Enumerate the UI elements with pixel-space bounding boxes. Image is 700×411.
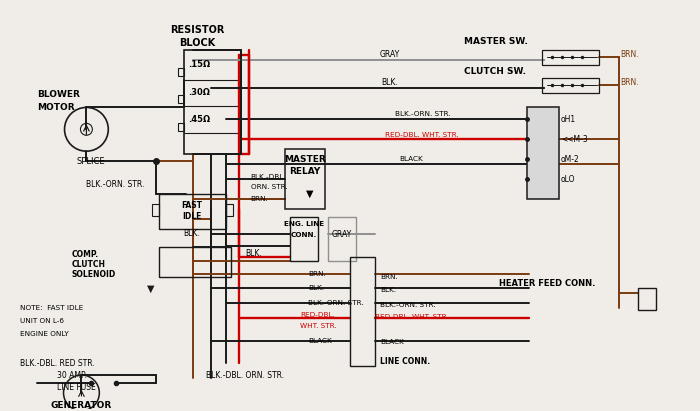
Text: BRN.: BRN. xyxy=(251,196,268,202)
Text: BLK.: BLK. xyxy=(382,78,398,87)
Text: BLACK: BLACK xyxy=(400,156,424,162)
Text: RED-DBL. WHT. STR.: RED-DBL. WHT. STR. xyxy=(375,314,449,320)
Bar xyxy=(290,217,318,261)
Text: BRN.: BRN. xyxy=(380,273,398,279)
Text: oLO: oLO xyxy=(561,175,575,184)
Bar xyxy=(638,289,657,310)
Bar xyxy=(178,95,184,104)
Text: MASTER SW.: MASTER SW. xyxy=(464,37,528,46)
Text: BLACK: BLACK xyxy=(380,339,404,345)
Text: IDLE: IDLE xyxy=(182,212,202,222)
Bar xyxy=(542,78,598,92)
Text: RESISTOR: RESISTOR xyxy=(169,25,224,35)
Text: RED-DBL.: RED-DBL. xyxy=(300,312,335,318)
Text: GRAY: GRAY xyxy=(332,230,352,239)
Text: oH1: oH1 xyxy=(561,115,576,124)
Text: BRN.: BRN. xyxy=(308,270,326,277)
Text: .15Ω: .15Ω xyxy=(188,60,210,69)
Text: MOTOR: MOTOR xyxy=(36,103,74,112)
Text: RELAY: RELAY xyxy=(290,166,321,175)
Text: BLOCK: BLOCK xyxy=(178,38,215,48)
Text: HEATER FEED CONN.: HEATER FEED CONN. xyxy=(499,279,596,288)
Bar xyxy=(350,256,375,366)
Text: .30Ω: .30Ω xyxy=(188,88,210,97)
Text: LINE FUSE: LINE FUSE xyxy=(57,383,95,393)
Bar xyxy=(328,217,356,261)
Text: SOLENOID: SOLENOID xyxy=(71,270,116,279)
Text: SPLICE: SPLICE xyxy=(76,157,105,166)
Text: BLK.-DBL. ORN. STR.: BLK.-DBL. ORN. STR. xyxy=(206,372,284,381)
Text: BRN.: BRN. xyxy=(621,50,639,59)
Text: COMP.: COMP. xyxy=(71,250,99,259)
Text: BLK.: BLK. xyxy=(246,249,262,258)
Text: ▼: ▼ xyxy=(147,284,155,293)
Text: BLK.-ORN. STR.: BLK.-ORN. STR. xyxy=(395,111,450,118)
Text: UNIT ON L-6: UNIT ON L-6 xyxy=(20,318,64,324)
Text: BLK.-ORN. STR.: BLK.-ORN. STR. xyxy=(86,180,145,189)
Text: ▼: ▼ xyxy=(307,189,314,199)
Bar xyxy=(159,247,230,277)
Text: BLOWER: BLOWER xyxy=(36,90,80,99)
Text: .45Ω: .45Ω xyxy=(188,115,210,124)
Bar xyxy=(178,123,184,131)
Bar xyxy=(184,50,241,154)
Text: CLUTCH SW.: CLUTCH SW. xyxy=(464,67,526,76)
Text: BLACK: BLACK xyxy=(308,338,332,344)
Text: CONN.: CONN. xyxy=(291,232,317,238)
Text: NOTE:  FAST IDLE: NOTE: FAST IDLE xyxy=(20,305,83,312)
Bar xyxy=(178,68,184,76)
Bar xyxy=(527,107,559,199)
Text: ORN. STR.: ORN. STR. xyxy=(251,184,287,190)
Text: BLK.: BLK. xyxy=(183,229,200,238)
Text: FAST: FAST xyxy=(181,201,202,210)
Text: BLK.-ORN. STR.: BLK.-ORN. STR. xyxy=(308,300,364,306)
Text: GRAY: GRAY xyxy=(379,50,400,59)
Bar xyxy=(542,50,598,65)
Bar xyxy=(159,194,225,229)
Bar xyxy=(152,204,159,216)
Text: BLK.-ORN. STR.: BLK.-ORN. STR. xyxy=(380,302,435,308)
Text: GENERATOR: GENERATOR xyxy=(51,401,112,410)
Text: CLUTCH: CLUTCH xyxy=(71,260,106,269)
Text: BLK.: BLK. xyxy=(380,287,395,293)
Text: BRN.: BRN. xyxy=(621,78,639,87)
Text: 30 AMP.: 30 AMP. xyxy=(57,372,86,381)
Text: BLK.-DBL. RED STR.: BLK.-DBL. RED STR. xyxy=(20,358,94,367)
Text: RED-DBL. WHT. STR.: RED-DBL. WHT. STR. xyxy=(385,132,459,138)
Bar xyxy=(286,149,325,209)
Text: MASTER: MASTER xyxy=(284,155,326,164)
Bar xyxy=(225,204,232,216)
Text: BLK.-DBL.: BLK.-DBL. xyxy=(251,174,286,180)
Text: oM-2: oM-2 xyxy=(561,155,580,164)
Text: ENG. LINE: ENG. LINE xyxy=(284,221,324,227)
Text: LINE CONN.: LINE CONN. xyxy=(380,357,430,365)
Text: WHT. STR.: WHT. STR. xyxy=(300,323,337,329)
Text: BLK.: BLK. xyxy=(308,286,324,291)
Text: ENGINE ONLY: ENGINE ONLY xyxy=(20,331,69,337)
Text: <<M-3: <<M-3 xyxy=(561,135,587,144)
